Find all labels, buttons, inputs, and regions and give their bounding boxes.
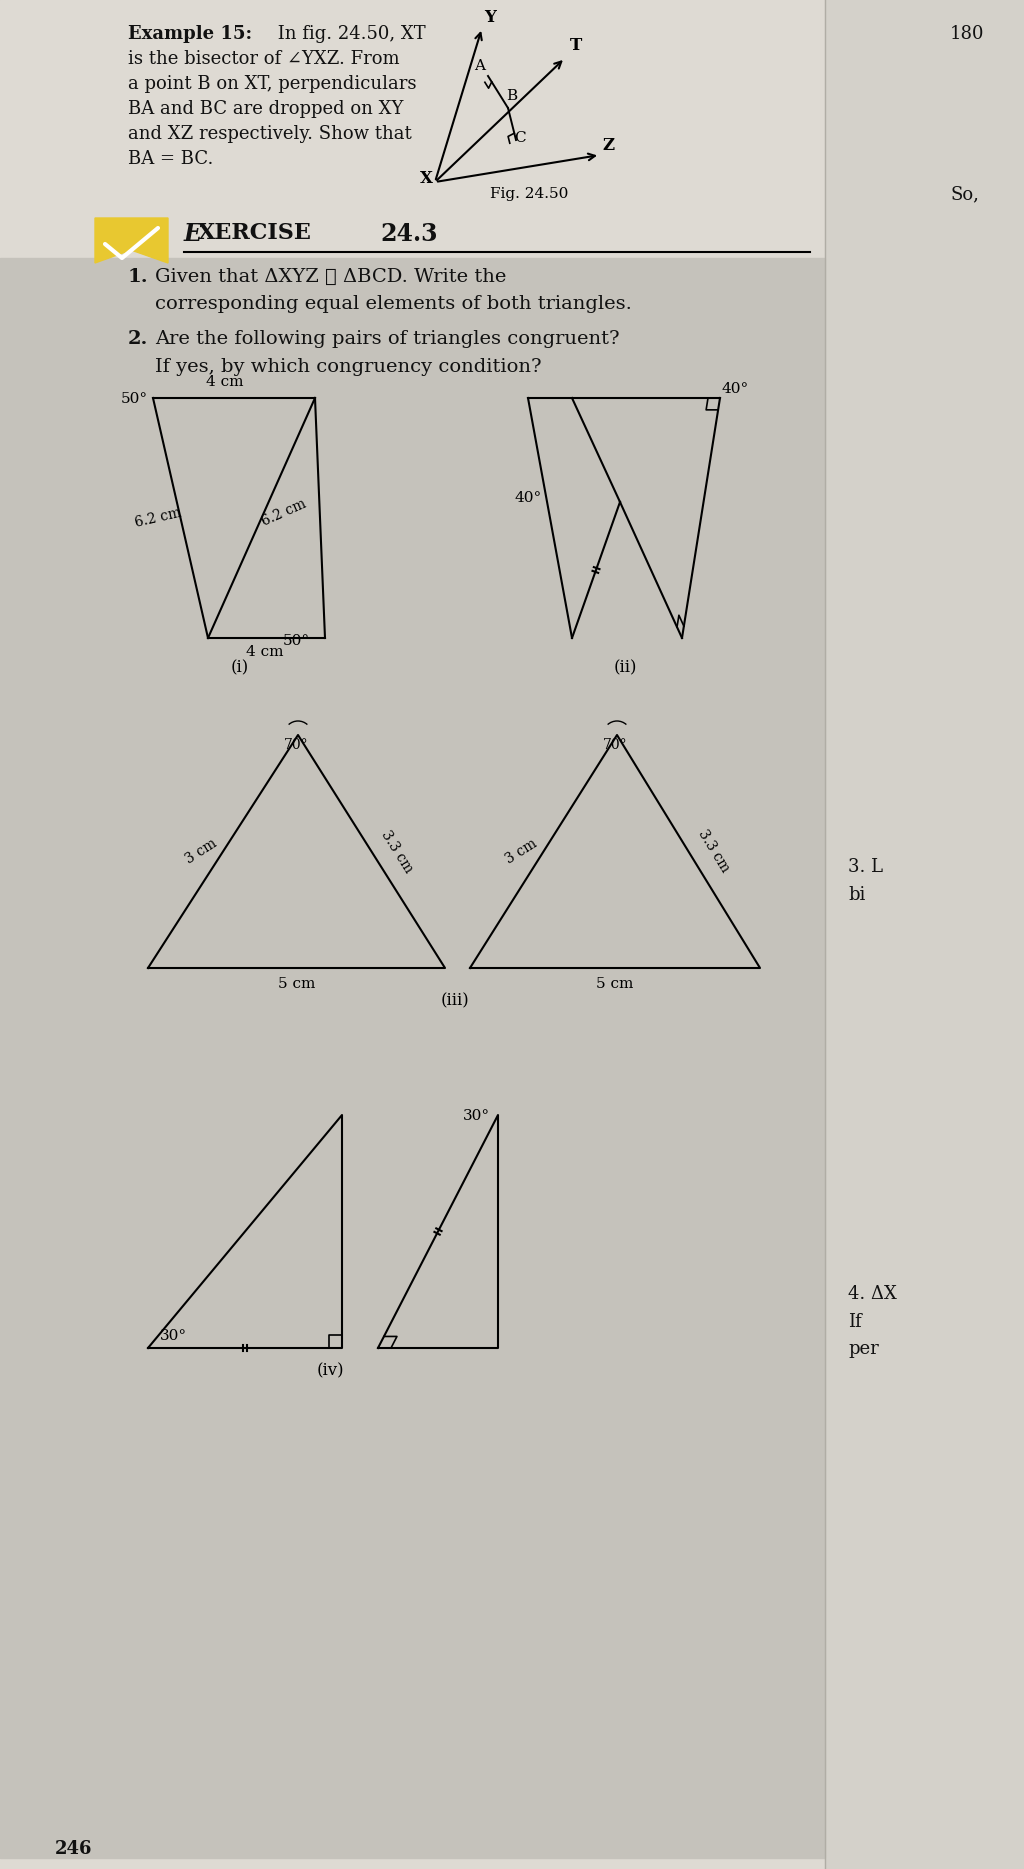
Bar — [825, 0, 1024, 1869]
Text: So,: So, — [950, 185, 979, 204]
Text: In fig. 24.50, XT: In fig. 24.50, XT — [272, 24, 426, 43]
Bar — [0, 0, 825, 1869]
Text: 40°: 40° — [722, 381, 750, 396]
Text: 246: 246 — [55, 1839, 92, 1858]
Text: 5 cm: 5 cm — [596, 977, 634, 991]
Text: Fig. 24.50: Fig. 24.50 — [490, 187, 568, 202]
Text: 6.2 cm: 6.2 cm — [134, 506, 183, 531]
Text: 30°: 30° — [160, 1329, 187, 1344]
Polygon shape — [95, 219, 168, 264]
Text: 4 cm: 4 cm — [246, 645, 284, 660]
Text: Y: Y — [484, 9, 496, 26]
Text: 4. ΔX: 4. ΔX — [848, 1286, 897, 1303]
Text: 3 cm: 3 cm — [503, 837, 540, 867]
Text: 50°: 50° — [283, 634, 310, 649]
Text: 2.: 2. — [128, 331, 148, 348]
Text: If: If — [848, 1314, 861, 1331]
Text: 30°: 30° — [463, 1108, 490, 1123]
Text: bi: bi — [848, 886, 865, 905]
Text: If yes, by which congruency condition?: If yes, by which congruency condition? — [155, 359, 542, 376]
Text: 70°: 70° — [284, 738, 308, 751]
Text: 40°: 40° — [515, 492, 542, 505]
Text: BA and BC are dropped on XY: BA and BC are dropped on XY — [128, 101, 403, 118]
Text: C: C — [514, 131, 525, 146]
Text: 4 cm: 4 cm — [206, 376, 244, 389]
Text: 6.2 cm: 6.2 cm — [259, 497, 308, 529]
Bar — [0, 258, 825, 1858]
Text: 70°: 70° — [603, 738, 628, 751]
Text: B: B — [506, 90, 517, 103]
Text: 3 cm: 3 cm — [183, 835, 219, 867]
Text: Given that ΔXYZ ≅ ΔBCD. Write the: Given that ΔXYZ ≅ ΔBCD. Write the — [155, 267, 507, 286]
Text: Example 15:: Example 15: — [128, 24, 252, 43]
Text: and XZ respectively. Show that: and XZ respectively. Show that — [128, 125, 412, 144]
Text: 3.3 cm: 3.3 cm — [695, 828, 732, 875]
Text: Z: Z — [602, 136, 614, 153]
Text: 3. L: 3. L — [848, 858, 883, 877]
Text: Are the following pairs of triangles congruent?: Are the following pairs of triangles con… — [155, 331, 620, 348]
Text: (i): (i) — [230, 660, 249, 677]
Text: 5 cm: 5 cm — [278, 977, 315, 991]
Text: 50°: 50° — [121, 392, 148, 406]
Text: X: X — [420, 170, 433, 187]
Text: T: T — [570, 37, 583, 54]
Text: per: per — [848, 1340, 879, 1359]
Text: 24.3: 24.3 — [380, 222, 437, 247]
Text: XERCISE: XERCISE — [198, 222, 312, 245]
Text: 1.: 1. — [128, 267, 148, 286]
Text: 3.3 cm: 3.3 cm — [378, 828, 415, 875]
Text: 180: 180 — [950, 24, 984, 43]
Text: is the bisector of ∠YXZ. From: is the bisector of ∠YXZ. From — [128, 50, 399, 67]
Text: A: A — [474, 60, 485, 73]
Text: (ii): (ii) — [613, 660, 637, 677]
Text: E: E — [184, 222, 202, 247]
Text: (iv): (iv) — [316, 1363, 344, 1379]
Text: BA = BC.: BA = BC. — [128, 150, 213, 168]
Text: (iii): (iii) — [440, 992, 469, 1009]
Text: corresponding equal elements of both triangles.: corresponding equal elements of both tri… — [155, 295, 632, 312]
Text: a point B on XT, perpendiculars: a point B on XT, perpendiculars — [128, 75, 417, 93]
